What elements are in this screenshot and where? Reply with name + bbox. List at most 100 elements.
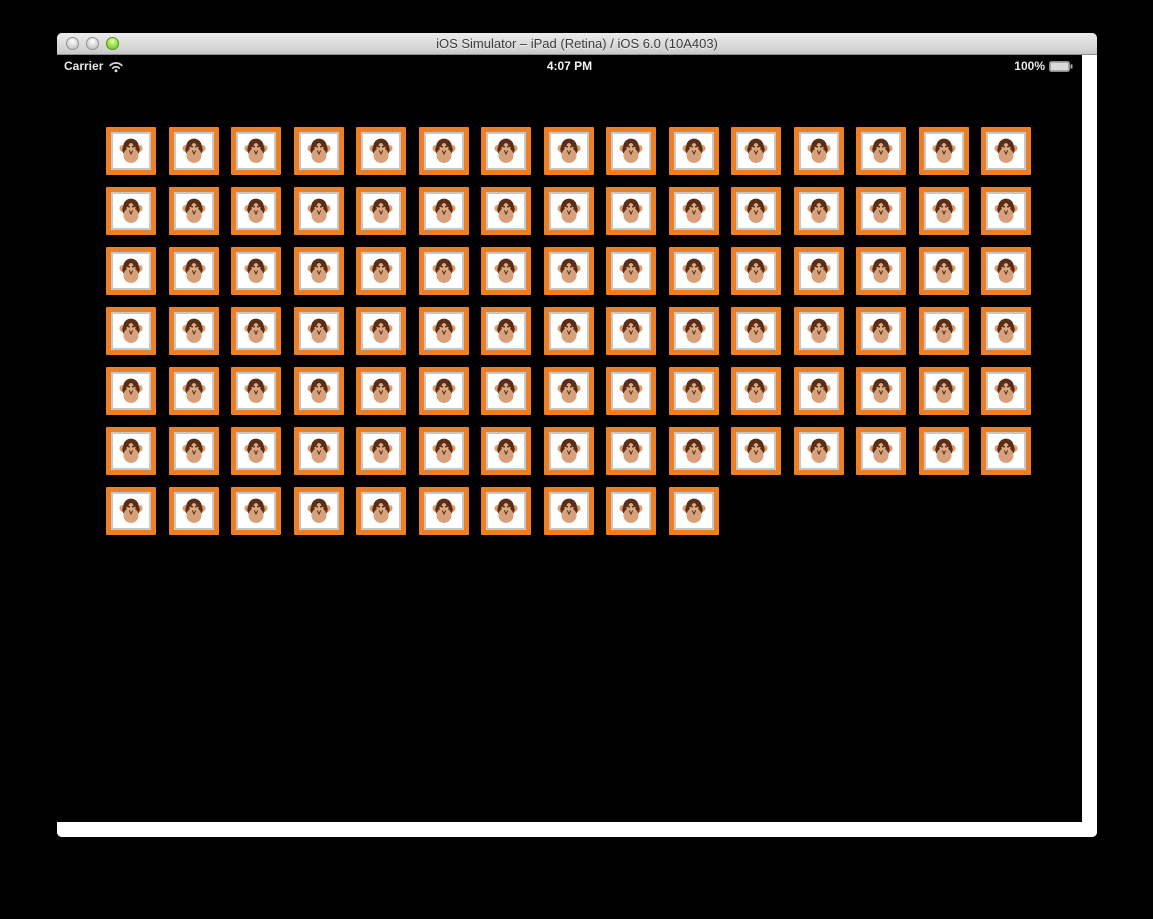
photo-cell[interactable]: [606, 307, 656, 355]
photo-cell[interactable]: [606, 367, 656, 415]
photo-cell[interactable]: [793, 247, 844, 295]
photo-cell[interactable]: [918, 127, 969, 175]
photo-cell[interactable]: [543, 127, 594, 175]
photo-cell[interactable]: [481, 247, 531, 295]
photo-cell[interactable]: [356, 307, 406, 355]
photo-cell[interactable]: [668, 487, 719, 535]
photo-cell[interactable]: [918, 427, 969, 475]
photo-cell[interactable]: [731, 187, 781, 235]
photo-cell[interactable]: [231, 187, 281, 235]
photo-cell[interactable]: [168, 127, 219, 175]
photo-cell[interactable]: [856, 187, 906, 235]
photo-cell[interactable]: [731, 127, 781, 175]
photo-cell[interactable]: [231, 487, 281, 535]
photo-cell[interactable]: [481, 187, 531, 235]
photo-cell[interactable]: [731, 307, 781, 355]
photo-cell[interactable]: [981, 247, 1031, 295]
photo-cell[interactable]: [106, 247, 156, 295]
photo-cell[interactable]: [231, 247, 281, 295]
photo-cell[interactable]: [481, 307, 531, 355]
photo-cell[interactable]: [356, 247, 406, 295]
photo-cell[interactable]: [106, 127, 156, 175]
photo-cell[interactable]: [981, 367, 1031, 415]
photo-cell[interactable]: [168, 427, 219, 475]
photo-cell[interactable]: [481, 367, 531, 415]
photo-cell[interactable]: [418, 247, 469, 295]
photo-cell[interactable]: [856, 307, 906, 355]
photo-cell[interactable]: [481, 127, 531, 175]
photo-cell[interactable]: [231, 367, 281, 415]
photo-cell[interactable]: [231, 127, 281, 175]
photo-cell[interactable]: [418, 187, 469, 235]
photo-cell[interactable]: [231, 427, 281, 475]
photo-cell[interactable]: [543, 427, 594, 475]
photo-cell[interactable]: [481, 427, 531, 475]
photo-cell[interactable]: [918, 187, 969, 235]
photo-cell[interactable]: [168, 487, 219, 535]
photo-cell[interactable]: [793, 367, 844, 415]
photo-cell[interactable]: [106, 427, 156, 475]
photo-cell[interactable]: [668, 127, 719, 175]
photo-cell[interactable]: [231, 307, 281, 355]
photo-cell[interactable]: [356, 487, 406, 535]
photo-grid[interactable]: [106, 127, 1046, 547]
photo-cell[interactable]: [668, 247, 719, 295]
photo-cell[interactable]: [356, 127, 406, 175]
photo-cell[interactable]: [731, 247, 781, 295]
photo-cell[interactable]: [606, 487, 656, 535]
photo-cell[interactable]: [293, 127, 344, 175]
close-button[interactable]: [66, 37, 79, 50]
minimize-button[interactable]: [86, 37, 99, 50]
photo-cell[interactable]: [168, 367, 219, 415]
photo-cell[interactable]: [606, 187, 656, 235]
photo-cell[interactable]: [293, 367, 344, 415]
photo-cell[interactable]: [168, 307, 219, 355]
photo-cell[interactable]: [668, 367, 719, 415]
photo-cell[interactable]: [981, 187, 1031, 235]
photo-cell[interactable]: [668, 307, 719, 355]
photo-cell[interactable]: [168, 187, 219, 235]
photo-cell[interactable]: [793, 307, 844, 355]
photo-cell[interactable]: [606, 427, 656, 475]
photo-cell[interactable]: [981, 307, 1031, 355]
photo-cell[interactable]: [668, 427, 719, 475]
photo-cell[interactable]: [481, 487, 531, 535]
photo-cell[interactable]: [356, 367, 406, 415]
photo-cell[interactable]: [606, 247, 656, 295]
photo-cell[interactable]: [856, 367, 906, 415]
photo-cell[interactable]: [356, 427, 406, 475]
photo-cell[interactable]: [731, 367, 781, 415]
photo-cell[interactable]: [543, 307, 594, 355]
photo-cell[interactable]: [543, 367, 594, 415]
photo-cell[interactable]: [418, 307, 469, 355]
photo-cell[interactable]: [543, 247, 594, 295]
photo-cell[interactable]: [856, 127, 906, 175]
photo-cell[interactable]: [731, 427, 781, 475]
window-titlebar[interactable]: iOS Simulator – iPad (Retina) / iOS 6.0 …: [57, 33, 1097, 55]
photo-cell[interactable]: [106, 367, 156, 415]
photo-cell[interactable]: [668, 187, 719, 235]
photo-cell[interactable]: [168, 247, 219, 295]
photo-cell[interactable]: [418, 487, 469, 535]
photo-cell[interactable]: [106, 487, 156, 535]
photo-cell[interactable]: [856, 427, 906, 475]
photo-cell[interactable]: [418, 427, 469, 475]
photo-cell[interactable]: [606, 127, 656, 175]
photo-cell[interactable]: [106, 187, 156, 235]
photo-cell[interactable]: [106, 307, 156, 355]
photo-cell[interactable]: [981, 127, 1031, 175]
photo-cell[interactable]: [918, 307, 969, 355]
photo-cell[interactable]: [293, 247, 344, 295]
photo-cell[interactable]: [543, 187, 594, 235]
photo-cell[interactable]: [356, 187, 406, 235]
photo-cell[interactable]: [293, 307, 344, 355]
zoom-button[interactable]: [106, 37, 119, 50]
photo-cell[interactable]: [418, 367, 469, 415]
photo-cell[interactable]: [856, 247, 906, 295]
photo-cell[interactable]: [293, 487, 344, 535]
photo-cell[interactable]: [918, 247, 969, 295]
photo-cell[interactable]: [793, 127, 844, 175]
photo-cell[interactable]: [543, 487, 594, 535]
photo-cell[interactable]: [918, 367, 969, 415]
photo-cell[interactable]: [793, 187, 844, 235]
